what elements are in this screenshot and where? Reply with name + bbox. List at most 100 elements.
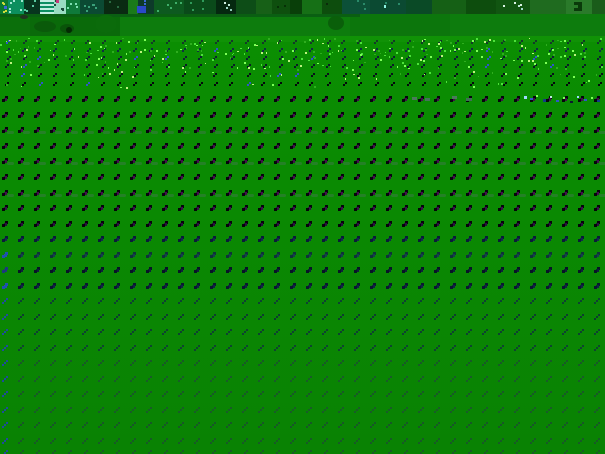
bright-speckle	[502, 53, 504, 55]
dash	[466, 270, 469, 273]
bright-speckle	[352, 69, 354, 71]
dash	[258, 193, 261, 196]
noise-speckle	[157, 10, 159, 12]
mini-dash	[517, 58, 519, 60]
noise-speckle	[385, 2, 387, 4]
dash	[242, 99, 245, 102]
dash	[322, 349, 324, 351]
dash	[274, 286, 277, 289]
dash	[322, 286, 325, 289]
bright-speckle	[28, 38, 30, 39]
dash	[130, 224, 133, 227]
dash	[402, 333, 404, 335]
dash	[322, 161, 325, 164]
dash	[354, 255, 357, 258]
dash	[226, 146, 229, 149]
mini-dash	[598, 84, 600, 86]
mini-dash	[213, 58, 215, 60]
dash	[466, 146, 469, 149]
bright-speckle	[248, 47, 249, 49]
bright-speckle	[176, 51, 178, 53]
mini-dash	[470, 84, 472, 86]
mini-dash	[182, 75, 184, 77]
bright-speckle	[97, 50, 99, 51]
dash	[370, 224, 373, 227]
bright-speckle	[140, 51, 142, 53]
dash	[50, 146, 53, 149]
dash-shadow	[55, 194, 62, 197]
stray-pixel	[584, 99, 587, 101]
mini-dash	[102, 42, 104, 44]
dash	[258, 426, 260, 428]
dash-shadow	[599, 131, 605, 134]
dash	[18, 302, 20, 304]
bright-speckle	[389, 56, 390, 58]
dash	[450, 411, 452, 413]
dash	[178, 99, 181, 102]
noise-speckle	[277, 6, 279, 8]
dash	[50, 318, 52, 320]
dash-shadow	[551, 131, 558, 134]
mini-dash	[454, 58, 456, 60]
dash	[130, 193, 133, 196]
bright-speckle	[105, 45, 107, 47]
mini-dash	[53, 50, 55, 52]
dash	[66, 442, 68, 444]
dash	[562, 146, 565, 149]
dash	[322, 426, 324, 428]
dash	[226, 255, 229, 258]
dash-shadow	[151, 194, 158, 197]
mini-dash	[565, 50, 567, 52]
dash	[194, 115, 197, 118]
dash	[130, 426, 132, 428]
mini-dash	[533, 42, 535, 44]
dash	[434, 333, 436, 335]
dash	[98, 115, 101, 118]
mini-dash	[277, 42, 279, 44]
bright-speckle	[564, 55, 566, 57]
dash	[578, 146, 581, 149]
bright-speckle	[341, 50, 342, 51]
dash	[130, 177, 133, 180]
bright-speckle	[324, 38, 325, 40]
dash	[482, 395, 484, 397]
bright-speckle	[292, 50, 294, 52]
noise-speckle	[202, 0, 204, 2]
band-bright-stripe	[0, 36, 605, 42]
dash-shadow	[135, 162, 142, 165]
dash	[34, 224, 37, 227]
dash	[370, 364, 372, 366]
dash	[546, 426, 548, 428]
bright-speckle	[322, 43, 324, 44]
dash-shadow	[119, 131, 126, 134]
dash	[594, 224, 597, 227]
dash	[434, 208, 437, 211]
dash	[258, 99, 261, 102]
bright-speckle	[425, 49, 427, 51]
dash	[290, 318, 292, 320]
bright-speckle	[90, 53, 92, 54]
mini-dash	[71, 42, 73, 44]
bright-speckle	[189, 67, 191, 69]
bright-speckle	[317, 39, 318, 41]
bright-speckle	[108, 67, 109, 69]
dash	[402, 177, 405, 180]
dash	[146, 115, 149, 118]
bright-speckle	[572, 50, 574, 52]
dash	[306, 193, 309, 196]
dash	[402, 208, 405, 211]
mini-dash	[503, 66, 505, 68]
dash	[498, 411, 500, 413]
dash	[274, 239, 277, 242]
dash	[114, 411, 116, 413]
dash	[322, 146, 325, 149]
dash	[114, 239, 117, 242]
dash	[50, 270, 53, 273]
mini-dash	[327, 50, 329, 52]
dash	[562, 224, 565, 227]
mini-dash	[454, 84, 456, 86]
dash	[338, 270, 341, 273]
dash	[98, 177, 101, 180]
dash	[194, 146, 197, 149]
dash	[162, 302, 164, 304]
